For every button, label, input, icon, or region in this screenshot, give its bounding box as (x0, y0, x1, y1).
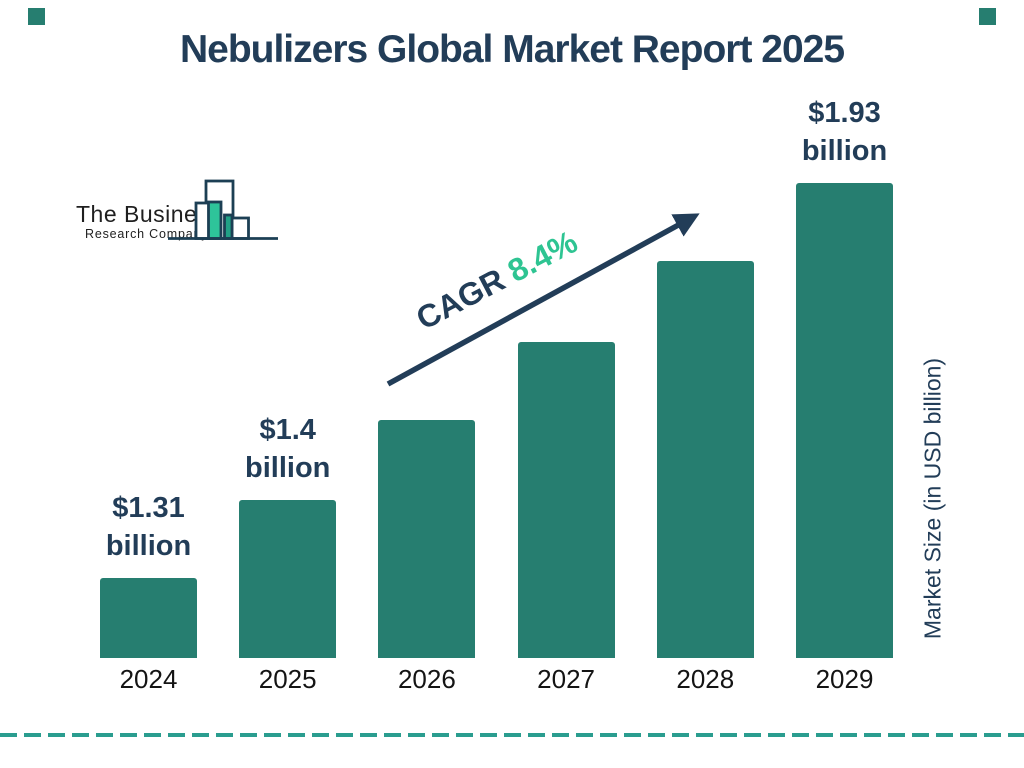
bottom-dashed-line (0, 733, 1024, 737)
value-label-2025: $1.4 billion (245, 414, 331, 484)
corner-accent-right (979, 8, 996, 25)
bar-2026 (378, 420, 476, 658)
bar-2027 (517, 342, 615, 658)
cagr-value: 8.4% (501, 223, 584, 290)
bar-2029 (796, 183, 893, 658)
x-axis-label-2024: 2024 (119, 664, 178, 694)
cagr-label: CAGR (410, 261, 511, 337)
x-axis-label-2027: 2027 (537, 664, 596, 694)
page-title: Nebulizers Global Market Report 2025 (179, 28, 845, 71)
corner-accent-left (28, 8, 45, 25)
x-axis-label-2025: 2025 (258, 664, 317, 694)
x-axis-label-2028: 2028 (676, 664, 735, 694)
value-label-2029: $1.93 billion (801, 97, 888, 167)
cagr-annotation: CAGR 8.4% (395, 216, 598, 346)
y-axis-label: Market Size (in USD billion) (919, 357, 946, 640)
x-axis-label-2029: 2029 (815, 664, 874, 694)
value-label-2024: $1.31 billion (105, 492, 192, 562)
bar-2028 (656, 261, 754, 658)
bar-2025 (239, 500, 337, 658)
logo-bars-icon (168, 179, 278, 240)
bar-2024 (100, 578, 197, 658)
x-axis-label-2026: 2026 (397, 664, 456, 694)
